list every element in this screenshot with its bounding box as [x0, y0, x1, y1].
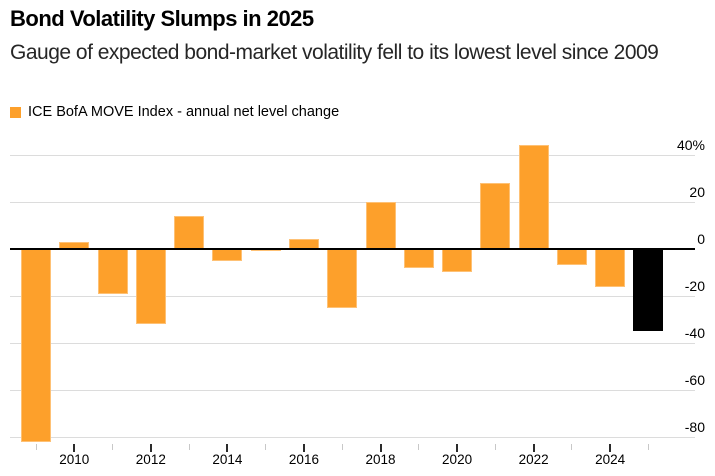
chart-subtitle: Gauge of expected bond-market volatility…	[10, 41, 659, 64]
y-axis-tick-label: -40	[684, 325, 705, 342]
x-axis-minor-tick-2015	[265, 444, 267, 450]
bar-2009	[21, 248, 51, 443]
bar-2024	[595, 248, 626, 287]
x-axis-major-tick-2010	[73, 444, 76, 452]
gridline	[10, 390, 695, 392]
x-axis-minor-tick-2017	[341, 444, 343, 450]
gridline	[10, 437, 695, 439]
x-axis-tick-label: 2018	[365, 452, 396, 467]
x-axis-minor-tick-2011	[112, 444, 114, 450]
legend-swatch-icon	[10, 106, 21, 118]
bar-2025	[633, 248, 664, 332]
x-axis-major-tick-2016	[302, 444, 305, 452]
x-axis-tick-label: 2016	[288, 452, 319, 467]
bar-2016	[288, 239, 319, 249]
x-axis-tick-label: 2010	[59, 452, 90, 467]
zero-axis-line	[10, 247, 695, 250]
gridline	[10, 343, 695, 345]
x-axis-minor-tick-2013	[188, 444, 190, 450]
bar-2012	[135, 248, 166, 325]
bar-2013	[174, 215, 205, 249]
x-axis-minor-tick-2023	[571, 444, 573, 450]
x-axis-tick-label: 2014	[212, 452, 243, 467]
x-axis-major-tick-2018	[379, 444, 382, 452]
bar-2017	[327, 248, 358, 308]
x-axis-tick-label: 2024	[595, 452, 626, 467]
bar-2019	[403, 248, 434, 268]
bar-2023	[556, 248, 587, 266]
bar-2010	[59, 241, 90, 249]
gridline	[10, 154, 695, 156]
x-axis-minor-tick-2009	[35, 444, 37, 450]
y-axis-tick-label: -20	[684, 278, 705, 294]
legend: ICE BofA MOVE Index - annual net level c…	[10, 104, 339, 120]
gridline	[10, 201, 695, 203]
bar-2018	[365, 201, 396, 249]
x-axis-major-tick-2014	[226, 444, 229, 452]
bar-2011	[97, 248, 128, 294]
bar-2021	[480, 182, 511, 249]
legend-label: ICE BofA MOVE Index - annual net level c…	[28, 104, 340, 120]
x-axis-minor-tick-2019	[418, 444, 420, 450]
x-axis-minor-tick-2025	[647, 444, 649, 450]
x-axis-minor-tick-2021	[494, 444, 496, 450]
x-axis-major-tick-2012	[149, 444, 152, 452]
y-axis-tick-label: -60	[684, 372, 705, 389]
bar-2020	[442, 248, 473, 273]
bar-2014	[212, 248, 243, 261]
x-axis-tick-label: 2020	[442, 452, 473, 467]
bar-2022	[518, 145, 549, 249]
x-axis-tick-label: 2022	[518, 452, 549, 467]
bar-2015	[250, 248, 281, 252]
y-axis-tick-label: 0	[697, 230, 705, 247]
chart-title: Bond Volatility Slumps in 2025	[10, 6, 314, 31]
y-axis-tick-label: -80	[684, 419, 705, 436]
x-axis-tick-label: 2012	[135, 452, 166, 467]
x-axis-major-tick-2024	[609, 444, 612, 452]
x-axis-major-tick-2022	[532, 444, 535, 452]
y-axis-tick-label: 20	[689, 183, 705, 200]
x-axis-major-tick-2020	[456, 444, 459, 452]
plot-area	[10, 140, 695, 452]
y-axis-tick-label: 40%	[676, 136, 705, 153]
